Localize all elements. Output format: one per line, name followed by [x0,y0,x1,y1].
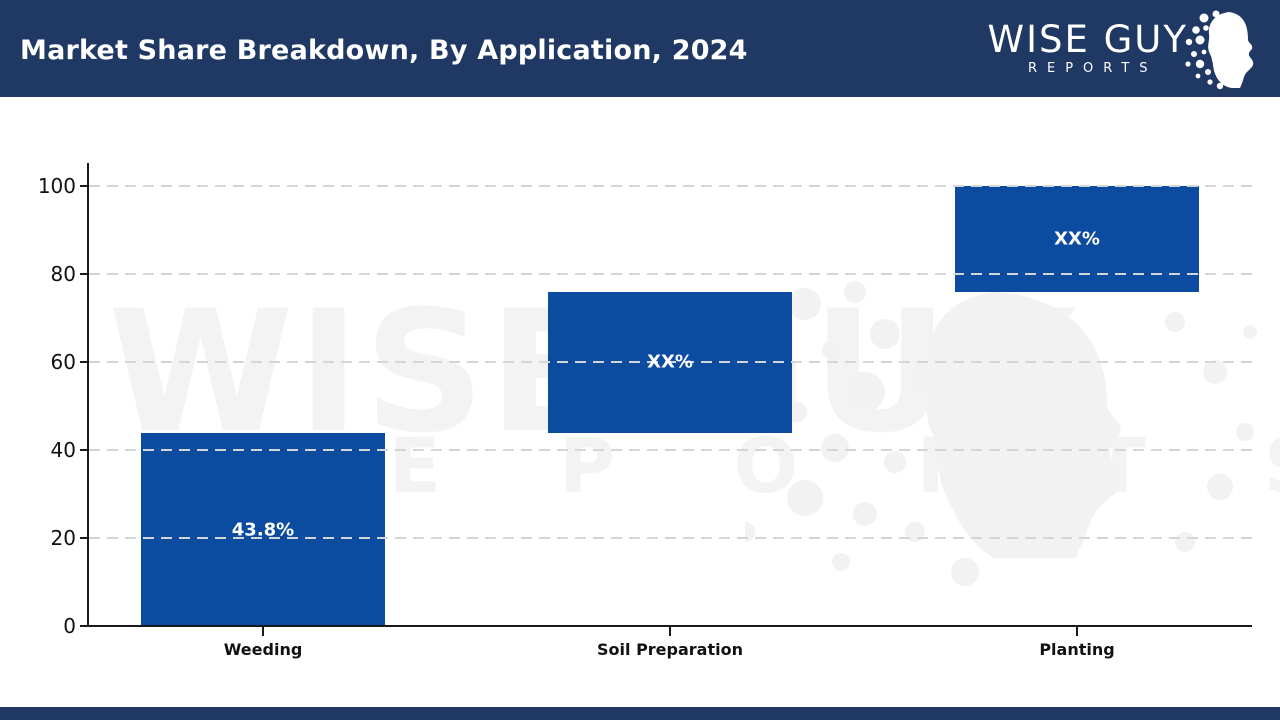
x-tick-mark [1076,627,1078,636]
y-tick-mark [80,537,88,539]
y-tick-mark [80,185,88,187]
y-tick-label: 0 [63,614,76,638]
y-tick-mark [80,449,88,451]
gridline [89,537,1252,539]
page-title: Market Share Breakdown, By Application, … [20,35,748,66]
x-tick-label: Planting [1039,640,1115,659]
bar-value-label: XX% [1054,228,1100,250]
y-tick-label: 100 [37,174,76,198]
y-tick-mark [80,273,88,275]
x-tick-label: Weeding [223,640,303,659]
logo-head-icon [1185,10,1254,89]
logo-wordmark: WISE GUY [987,18,1188,62]
header-bar: Market Share Breakdown, By Application, … [0,0,1280,97]
x-axis-line [87,625,1252,627]
y-axis-line [87,163,89,627]
y-tick-label: 60 [50,350,76,374]
y-tick-mark [80,625,88,627]
x-tick-mark [262,627,264,636]
x-tick-label: Soil Preparation [597,640,743,659]
logo-subtext: REPORTS [1027,60,1158,76]
bar-value-label: XX% [647,351,693,373]
bar-weeding [141,433,385,626]
y-tick-label: 40 [50,438,76,462]
x-tick-mark [669,627,671,636]
gridline [89,273,1252,275]
footer-bar [0,707,1280,720]
y-tick-mark [80,361,88,363]
gridline [89,185,1252,187]
logo-text: WISE GUY REPORTS [987,18,1188,76]
bar-value-label: 43.8% [231,519,295,541]
y-tick-label: 80 [50,262,76,286]
y-tick-label: 20 [50,526,76,550]
gridline [89,361,1252,363]
watermark-head-icon [745,281,1257,586]
gridline [89,449,1252,451]
wise-guy-reports-logo: WISE GUY REPORTS [988,6,1266,92]
